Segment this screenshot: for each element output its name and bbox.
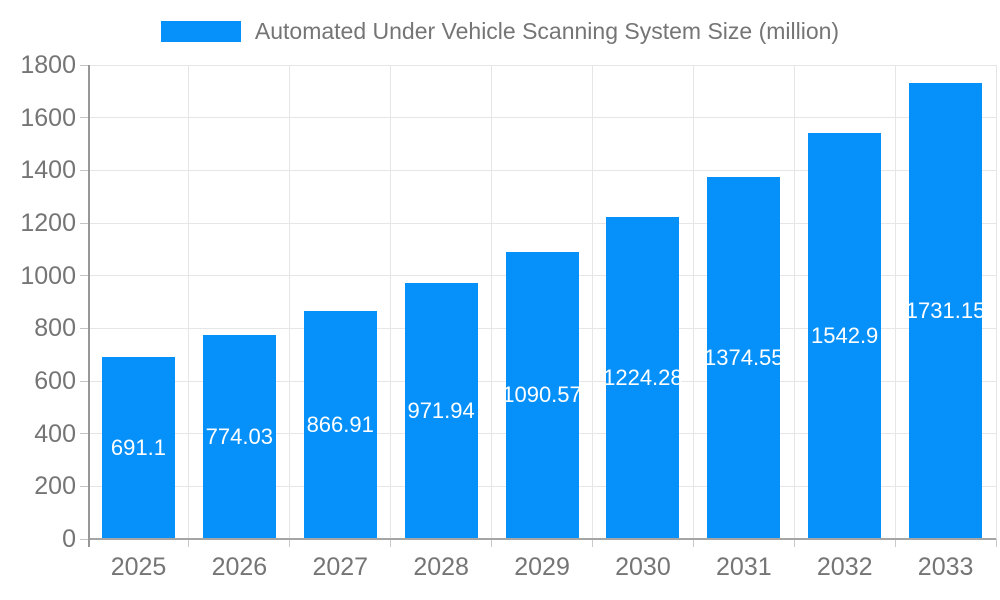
bar-2027[interactable] (303, 310, 377, 539)
chart-legend-item[interactable]: Automated Under Vehicle Scanning System … (0, 18, 1000, 45)
legend-swatch (160, 21, 241, 42)
bar-2029[interactable] (505, 251, 579, 539)
y-axis-tick (80, 327, 88, 329)
x-tick-label: 2028 (413, 553, 469, 581)
x-axis-tick (390, 539, 392, 547)
y-tick-label: 600 (34, 367, 76, 395)
x-axis-tick (692, 539, 694, 547)
x-tick-label: 2033 (917, 553, 974, 581)
gridline-horizontal (88, 64, 996, 66)
x-axis-line (88, 538, 996, 540)
x-axis-tick (491, 539, 493, 547)
x-tick-label: 2031 (716, 553, 772, 581)
gridline-vertical (390, 65, 392, 539)
y-axis-tick (80, 64, 88, 66)
x-axis-tick (188, 539, 190, 547)
x-tick-label: 2030 (615, 553, 671, 581)
bar-2031[interactable] (707, 177, 781, 539)
bar-2028[interactable] (404, 283, 478, 539)
y-tick-label: 0 (62, 525, 76, 553)
y-axis-tick (80, 222, 88, 224)
gridline-vertical (188, 65, 190, 539)
y-tick-label: 1600 (20, 103, 76, 132)
gridline-horizontal (88, 169, 996, 171)
y-tick-label: 1200 (20, 209, 76, 237)
x-axis-tick (995, 539, 997, 547)
x-axis-tick (591, 539, 593, 547)
gridline-vertical (491, 65, 493, 539)
y-tick-label: 1000 (20, 261, 76, 290)
y-axis-line (88, 65, 90, 547)
gridline-vertical (289, 65, 291, 539)
bar-2032[interactable] (808, 132, 882, 539)
x-tick-label: 2026 (211, 553, 268, 581)
bar-2026[interactable] (202, 335, 276, 539)
y-axis-tick (80, 380, 88, 382)
x-tick-label: 2025 (110, 553, 167, 581)
y-tick-label: 1800 (20, 51, 76, 79)
y-axis-tick (80, 485, 88, 487)
y-tick-label: 400 (34, 419, 76, 448)
x-tick-label: 2032 (816, 553, 873, 581)
y-axis-tick (80, 117, 88, 119)
gridline-vertical (995, 65, 997, 539)
plot-area: 0 200 400 600 800 1000 1200 1400 1600 1800 691.1 20… (20, 53, 997, 580)
y-tick-label: 200 (34, 472, 76, 501)
x-axis-tick (289, 539, 291, 547)
legend-label: Automated Under Vehicle Scanning System … (254, 18, 840, 44)
gridline-vertical (894, 65, 896, 539)
x-tick-label: 2027 (312, 553, 369, 581)
bar-2033[interactable] (909, 83, 983, 539)
y-axis-tick (80, 538, 88, 540)
gridline-horizontal (88, 117, 996, 119)
x-axis-tick (793, 539, 795, 547)
gridline-horizontal (88, 222, 996, 224)
y-axis-tick (80, 433, 88, 435)
gridline-vertical (692, 65, 694, 539)
y-axis-tick (80, 169, 88, 171)
y-tick-label: 800 (34, 314, 76, 343)
y-axis-tick (80, 275, 88, 277)
gridline-vertical (793, 65, 795, 539)
gridline-vertical (591, 65, 593, 539)
bar-2025[interactable] (101, 357, 175, 539)
y-tick-label: 1400 (20, 156, 76, 185)
x-axis-tick (894, 539, 896, 547)
x-tick-label: 2029 (514, 553, 570, 581)
bar-2030[interactable] (606, 216, 680, 539)
